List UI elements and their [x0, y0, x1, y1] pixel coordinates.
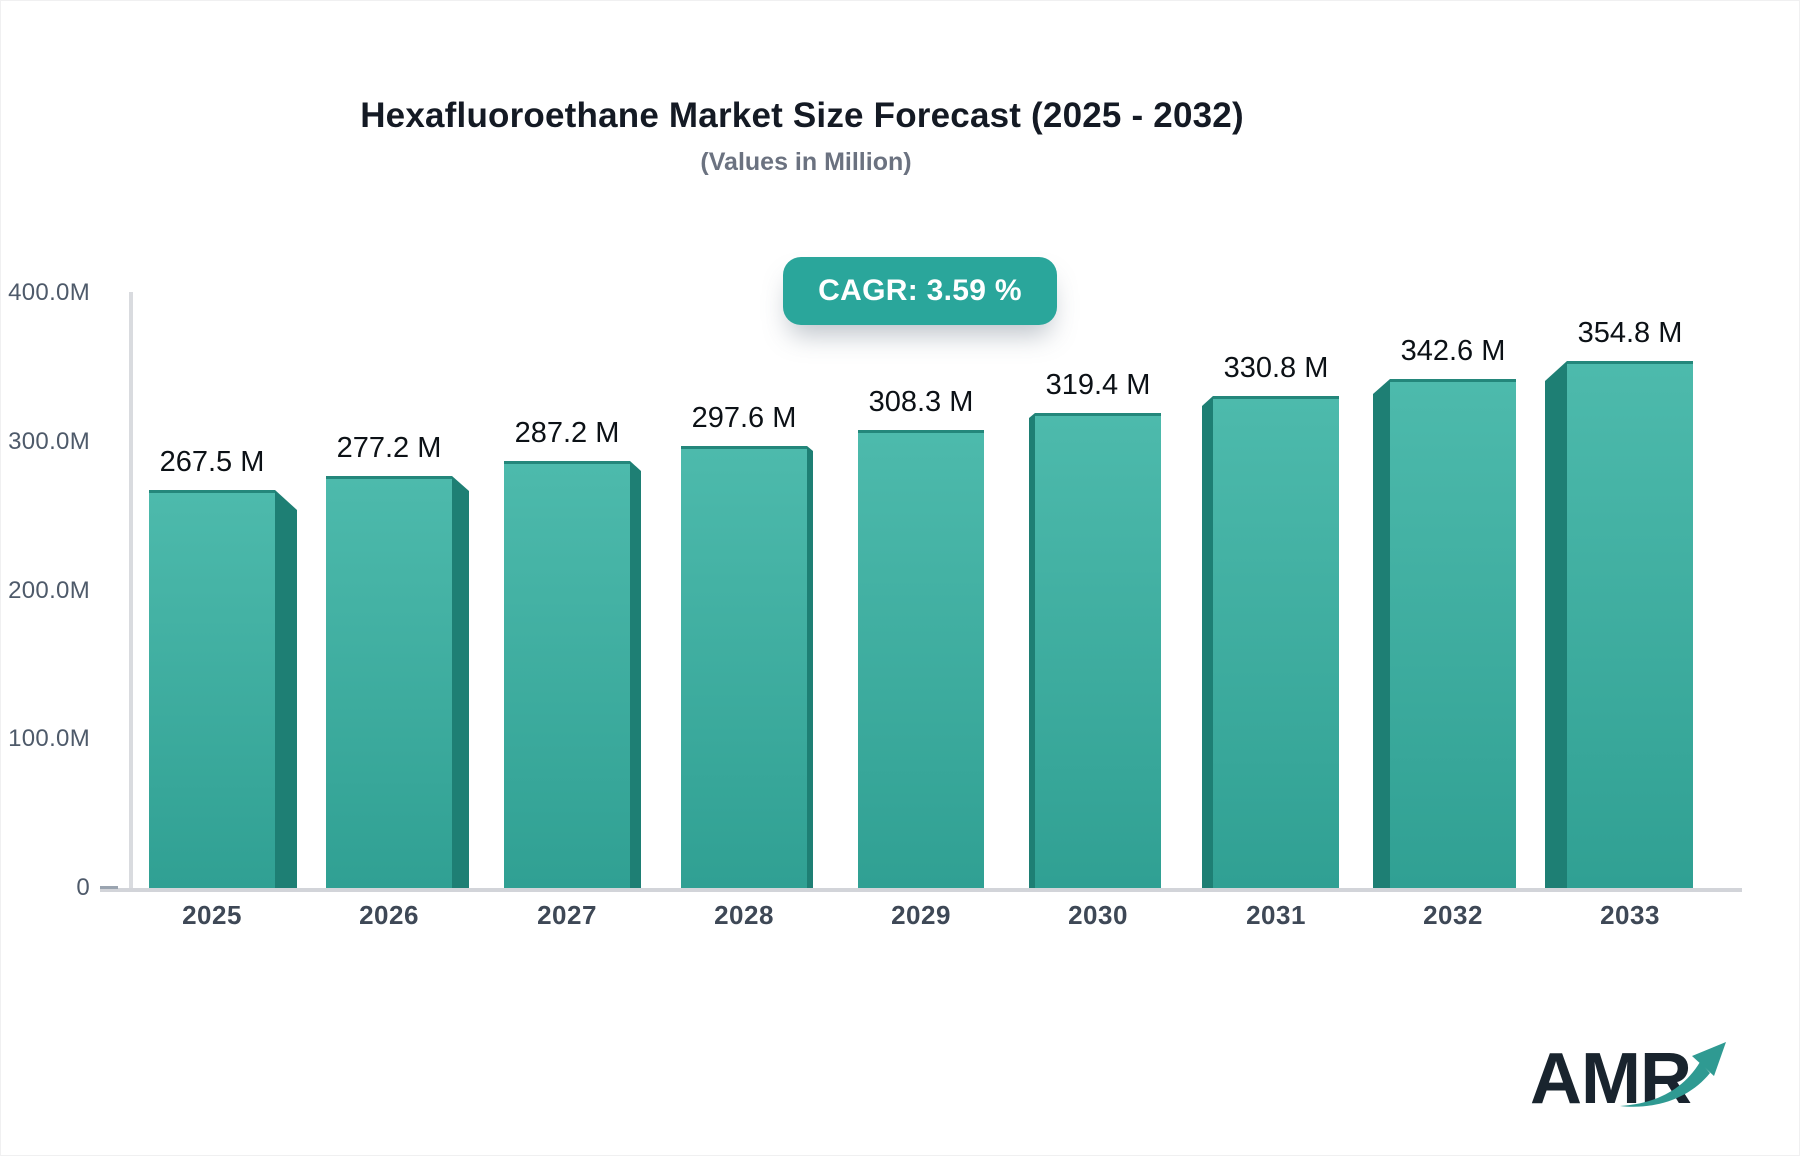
chart-title: Hexafluoroethane Market Size Forecast (2… — [360, 96, 1244, 135]
x-axis-tick-label: 2029 — [891, 900, 951, 930]
bar-3d-side — [630, 461, 641, 888]
bar — [149, 490, 275, 888]
bar-3d-side — [452, 476, 469, 888]
y-axis-line — [129, 292, 133, 892]
trend-arrow-icon — [1620, 1042, 1726, 1107]
amr-logo-text: AMR — [1530, 1039, 1692, 1119]
y-axis-tick-label: 400.0M — [8, 279, 90, 306]
bar-value-label: 342.6 M — [1400, 335, 1506, 367]
bar-value-label: 267.5 M — [159, 446, 265, 478]
bar-3d-side — [807, 446, 813, 888]
bar — [1035, 413, 1161, 888]
x-axis-tick-label: 2030 — [1068, 900, 1128, 930]
cagr-badge-label: CAGR: 3.59 % — [818, 274, 1022, 307]
cagr-badge: CAGR: 3.59 % — [783, 257, 1057, 325]
y-axis-tick-label: 200.0M — [8, 577, 90, 604]
bar — [1567, 361, 1693, 888]
bar-value-label: 354.8 M — [1577, 317, 1683, 349]
x-axis-tick-label: 2025 — [182, 900, 242, 930]
x-axis-tick-label: 2027 — [537, 900, 597, 930]
bar-3d-side — [1029, 413, 1035, 888]
x-axis-tick-label: 2033 — [1600, 900, 1660, 930]
y-axis-tick-label: 300.0M — [8, 428, 90, 455]
bar-value-label: 297.6 M — [691, 402, 797, 434]
bar-value-label: 287.2 M — [514, 417, 620, 449]
bar-value-label: 319.4 M — [1045, 369, 1151, 401]
bar-value-label: 308.3 M — [868, 386, 974, 418]
zero-tick-mark — [100, 886, 118, 889]
amr-logo: AMR — [1530, 1038, 1770, 1133]
x-axis-tick-label: 2026 — [359, 900, 419, 930]
bar — [326, 476, 452, 888]
x-axis-tick-label: 2031 — [1246, 900, 1306, 930]
bar-value-label: 277.2 M — [336, 432, 442, 464]
bar — [504, 461, 630, 888]
bar-3d-side — [1373, 379, 1390, 888]
bar-3d-side — [275, 490, 297, 888]
bar-value-label: 330.8 M — [1223, 352, 1329, 384]
bar-3d-side — [1202, 396, 1213, 888]
bar — [858, 430, 984, 888]
x-axis-line — [100, 888, 1742, 892]
x-axis-tick-label: 2032 — [1423, 900, 1483, 930]
x-axis-tick-label: 2028 — [714, 900, 774, 930]
bar — [681, 446, 807, 888]
chart-subtitle: (Values in Million) — [700, 148, 912, 176]
y-axis-tick-label: 100.0M — [8, 725, 90, 752]
y-axis-tick-label: 0 — [76, 874, 90, 901]
bar — [1213, 396, 1339, 888]
bar — [1390, 379, 1516, 888]
bar-3d-side — [1545, 361, 1567, 888]
